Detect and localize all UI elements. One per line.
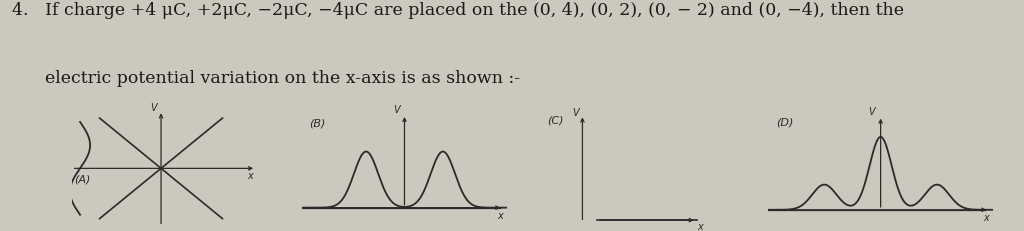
Text: x: x (498, 210, 504, 220)
Text: (C): (C) (547, 115, 563, 125)
Text: (B): (B) (309, 118, 326, 128)
Text: 4.   If charge +4 μC, +2μC, −2μC, −4μC are placed on the (0, 4), (0, 2), (0, − 2: 4. If charge +4 μC, +2μC, −2μC, −4μC are… (12, 2, 904, 19)
Text: x: x (697, 222, 703, 231)
Text: V: V (571, 107, 579, 117)
Text: V: V (393, 105, 400, 115)
Text: x: x (248, 170, 253, 180)
Text: (D): (D) (776, 117, 794, 127)
Text: V: V (868, 106, 874, 116)
Text: x: x (983, 213, 989, 222)
Text: (A): (A) (75, 174, 91, 184)
Text: electric potential variation on the x-axis is as shown :-: electric potential variation on the x-ax… (12, 69, 520, 86)
Text: V: V (150, 103, 157, 113)
